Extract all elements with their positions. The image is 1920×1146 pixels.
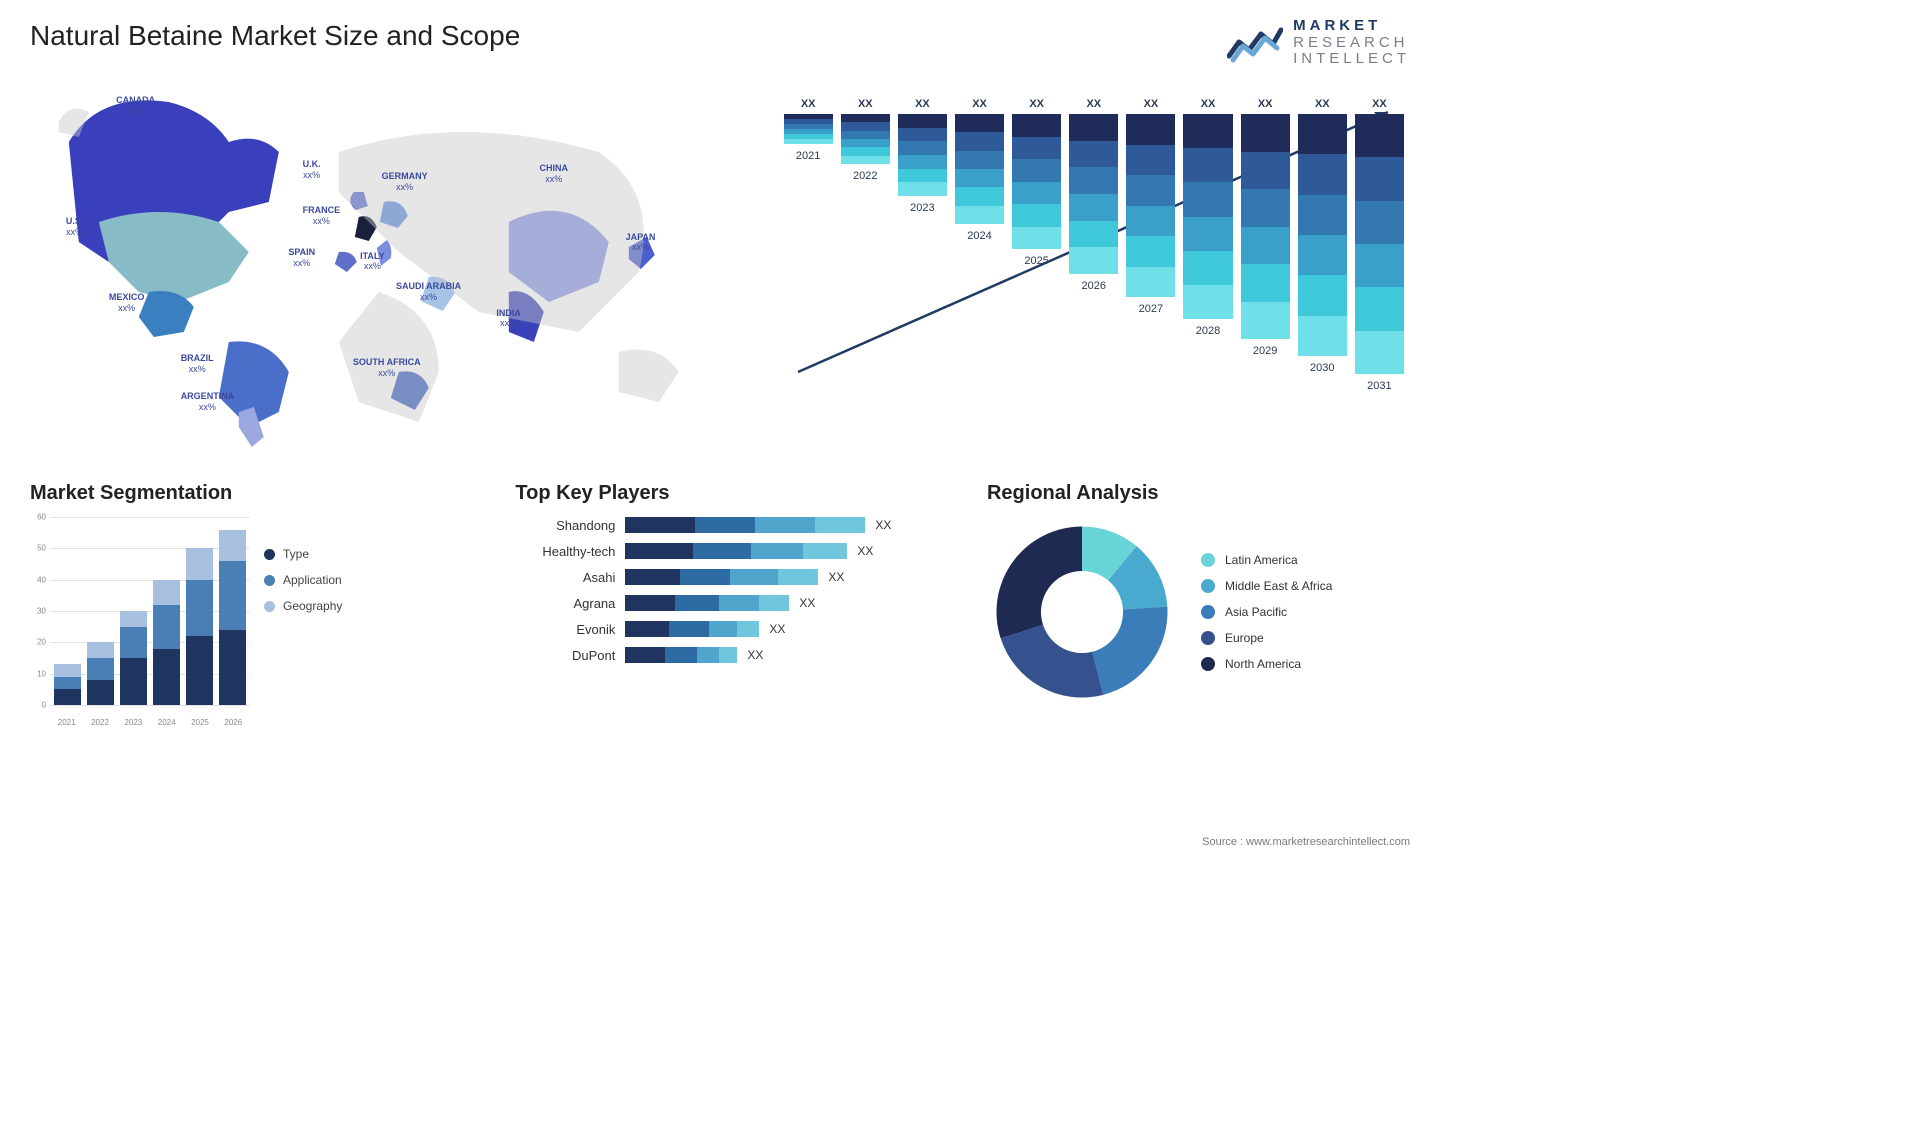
regional-legend: Latin America Middle East & Africa Asia Pa… [1201,553,1332,671]
map-label: U.K.xx% [303,159,321,181]
player-row: AgranaXX [515,595,957,611]
growth-bar: XX2028 [1183,98,1232,392]
growth-bar: XX2022 [841,98,890,392]
growth-bar: XX2030 [1298,98,1347,392]
map-label: CHINAxx% [539,163,568,185]
donut-chart [987,517,1177,707]
donut-segment [996,527,1082,639]
map-label: ITALYxx% [360,251,385,273]
player-row: EvonikXX [515,621,957,637]
donut-segment [1001,625,1104,698]
player-row: DuPontXX [515,647,957,663]
legend-item: Type [264,547,342,561]
legend-item: Application [264,573,342,587]
growth-bar: XX2025 [1012,98,1061,392]
growth-bar: XX2029 [1241,98,1290,392]
seg-bar [54,664,81,705]
seg-bar [153,580,180,705]
growth-chart-panel: XX2021XX2022XX2023XX2024XX2025XX2026XX20… [778,72,1410,452]
player-row: ShandongXX [515,517,957,533]
map-label: SAUDI ARABIAxx% [396,281,461,303]
regional-title: Regional Analysis [987,482,1410,505]
map-label: MEXICOxx% [109,292,145,314]
source-label: Source : www.marketresearchintellect.com [1202,836,1410,848]
legend-item: Asia Pacific [1201,605,1332,619]
map-label: JAPANxx% [626,232,656,254]
player-row: AsahiXX [515,569,957,585]
growth-bar: XX2021 [784,98,833,392]
growth-bar: XX2027 [1126,98,1175,392]
legend-item: North America [1201,657,1332,671]
growth-bar: XX2024 [955,98,1004,392]
map-label: ARGENTINAxx% [181,391,235,413]
map-label: SPAINxx% [288,247,315,269]
segmentation-panel: 0102030405060 202120222023202420252026 T… [30,517,485,727]
growth-bar: XX2023 [898,98,947,392]
players-title: Top Key Players [515,482,957,505]
donut-segment [1092,607,1167,695]
player-row: Healthy-techXX [515,543,957,559]
map-label: U.S.xx% [66,216,84,238]
legend-item: Latin America [1201,553,1332,567]
segmentation-title: Market Segmentation [30,482,485,505]
key-players-panel: Top Key Players ShandongXX Healthy-techXX… [515,482,957,727]
legend-item: Europe [1201,631,1332,645]
map-label: CANADAxx% [116,95,155,117]
seg-bar [120,611,147,705]
world-map-icon [30,72,748,452]
regional-panel: Latin America Middle East & Africa Asia Pa… [987,517,1410,707]
brand-logo: MARKET RESEARCH INTELLECT [1227,18,1410,68]
legend-item: Geography [264,599,342,613]
growth-bar: XX2026 [1069,98,1118,392]
segmentation-legend: Type Application Geography [264,517,342,727]
world-map-panel: CANADAxx% U.S.xx% MEXICOxx% BRAZILxx% ARGENT… [30,72,748,452]
logo-text: MARKET RESEARCH INTELLECT [1293,18,1410,68]
legend-item: Middle East & Africa [1201,579,1332,593]
map-label: SOUTH AFRICAxx% [353,357,421,379]
page-title: Natural Betaine Market Size and Scope [30,20,1410,52]
logo-icon [1227,20,1283,66]
map-label: FRANCExx% [303,205,341,227]
seg-bar [186,548,213,705]
growth-bar: XX2031 [1355,98,1404,392]
map-label: GERMANYxx% [382,171,428,193]
seg-bar [219,530,246,705]
map-label: INDIAxx% [496,308,521,330]
map-label: BRAZILxx% [181,353,214,375]
seg-bar [87,642,114,705]
